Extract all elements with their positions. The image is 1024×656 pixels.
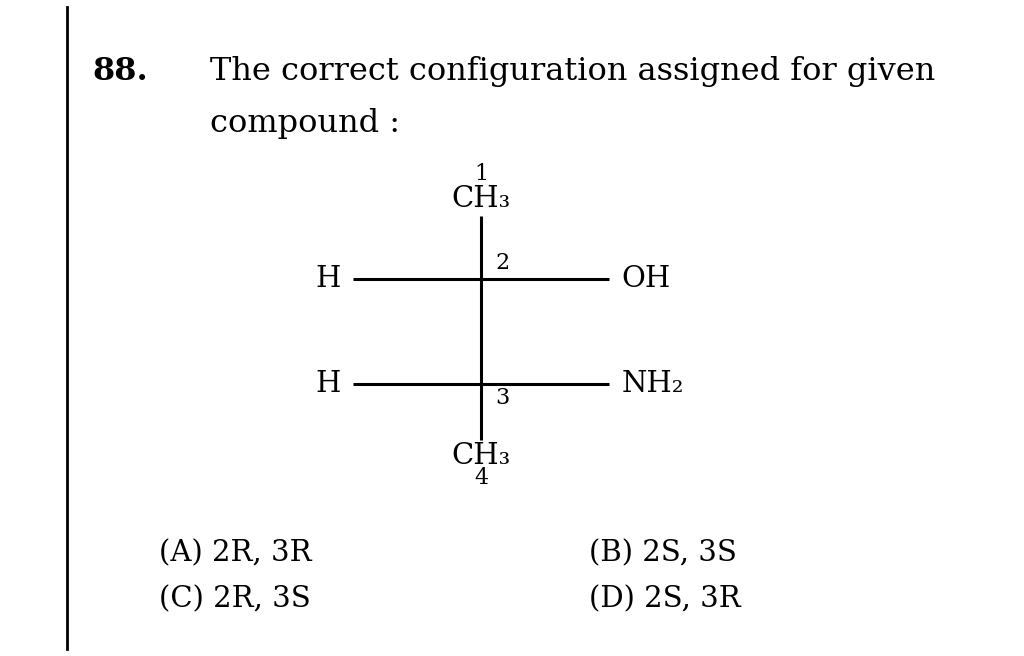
Text: NH₂: NH₂ [622, 370, 684, 398]
Text: (B) 2S, 3S: (B) 2S, 3S [589, 539, 736, 567]
Text: 1: 1 [474, 163, 488, 185]
Text: CH₃: CH₃ [452, 185, 511, 213]
Text: 88.: 88. [92, 56, 147, 87]
Text: (C) 2R, 3S: (C) 2R, 3S [159, 585, 310, 613]
Text: compound :: compound : [210, 108, 400, 139]
Text: 2: 2 [496, 251, 510, 274]
Text: H: H [315, 265, 341, 293]
Text: OH: OH [622, 265, 671, 293]
Text: (A) 2R, 3R: (A) 2R, 3R [159, 539, 311, 567]
Text: 3: 3 [496, 387, 510, 409]
Text: The correct configuration assigned for given: The correct configuration assigned for g… [210, 56, 935, 87]
Text: (D) 2S, 3R: (D) 2S, 3R [589, 585, 740, 613]
Text: 4: 4 [474, 467, 488, 489]
Text: H: H [315, 370, 341, 398]
Text: CH₃: CH₃ [452, 442, 511, 470]
